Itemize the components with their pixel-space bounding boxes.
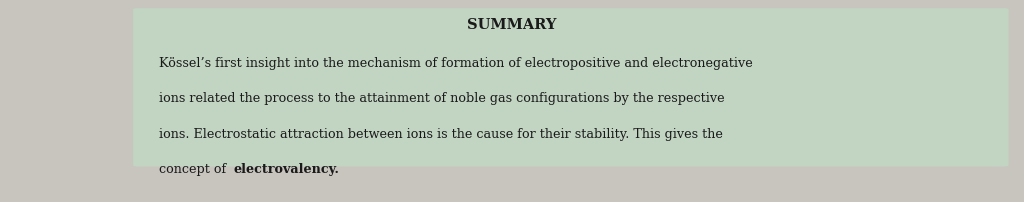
- Text: electrovalency.: electrovalency.: [233, 163, 339, 176]
- Text: SUMMARY: SUMMARY: [467, 18, 557, 32]
- Text: ions. Electrostatic attraction between ions is the cause for their stability. Th: ions. Electrostatic attraction between i…: [159, 127, 723, 140]
- Text: ions related the process to the attainment of noble gas configurations by the re: ions related the process to the attainme…: [159, 92, 724, 105]
- Text: Kössel’s first insight into the mechanism of formation of electropositive and el: Kössel’s first insight into the mechanis…: [159, 57, 753, 69]
- Text: concept of: concept of: [159, 163, 230, 176]
- FancyBboxPatch shape: [133, 9, 1009, 167]
